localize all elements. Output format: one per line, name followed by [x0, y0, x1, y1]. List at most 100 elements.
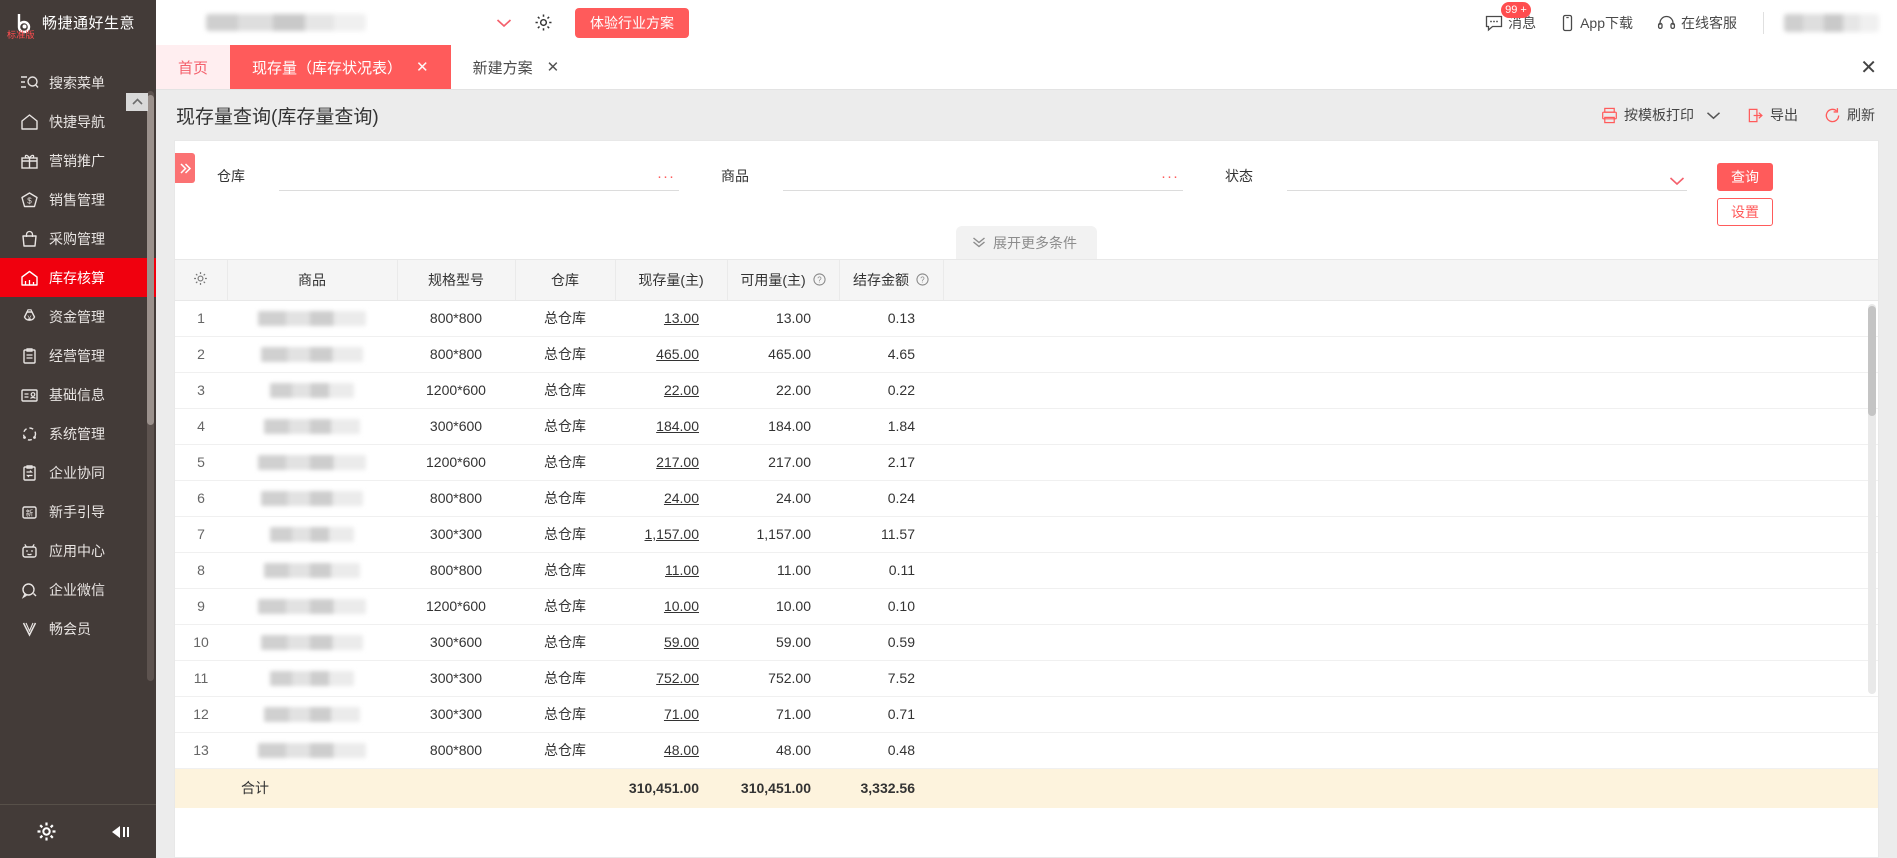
gear-icon[interactable] — [534, 13, 553, 32]
sidebar-scrollbar-thumb[interactable] — [147, 95, 154, 425]
table-row[interactable]: 7 300*300 总仓库 1,157.00 1,157.00 11.57 — [175, 516, 1878, 553]
stock-qty-link[interactable]: 465.00 — [656, 346, 699, 362]
sidebar-item-vip-member[interactable]: 畅会员 — [0, 609, 156, 648]
stock-qty-link[interactable]: 22.00 — [663, 382, 699, 398]
row-stock-qty[interactable]: 24.00 — [615, 480, 727, 517]
user-account-redacted[interactable] — [1784, 13, 1879, 32]
column-header-warehouse[interactable]: 仓库 — [515, 260, 616, 301]
org-selector[interactable] — [156, 14, 512, 31]
column-header-spec[interactable]: 规格型号 — [397, 260, 516, 301]
sidebar-item-operations[interactable]: 经营管理 — [0, 336, 156, 375]
warehouse-lookup-button[interactable]: ··· — [657, 168, 675, 185]
sidebar-item-sales[interactable]: $ 销售管理 — [0, 180, 156, 219]
gear-icon[interactable] — [36, 821, 57, 842]
stock-qty-link[interactable]: 24.00 — [663, 490, 699, 506]
row-stock-qty[interactable]: 752.00 — [615, 660, 727, 697]
filter-setting-button[interactable]: 设置 — [1717, 198, 1773, 226]
stock-qty-link[interactable]: 217.00 — [656, 454, 699, 470]
help-icon[interactable]: ? — [813, 273, 826, 289]
column-header-stock-qty[interactable]: 现存量(主) — [615, 260, 728, 301]
table-row[interactable]: 12 300*300 总仓库 71.00 71.00 0.71 — [175, 696, 1878, 733]
status-select[interactable] — [1287, 163, 1687, 191]
close-icon[interactable]: ✕ — [416, 59, 429, 76]
sidebar-item-wecom[interactable]: 企业微信 — [0, 570, 156, 609]
tab-home[interactable]: 首页 — [156, 45, 231, 89]
stock-qty-link[interactable]: 11.00 — [665, 562, 699, 578]
table-row[interactable]: 6 800*800 总仓库 24.00 24.00 0.24 — [175, 480, 1878, 517]
app-download-link[interactable]: App下载 — [1560, 13, 1633, 33]
column-header-available-qty[interactable]: 可用量(主) ? — [727, 260, 840, 301]
refresh-button[interactable]: 刷新 — [1824, 105, 1875, 125]
row-index: 11 — [175, 660, 227, 697]
expand-more-conditions-button[interactable]: 展开更多条件 — [956, 226, 1097, 259]
sidebar-scroll-up[interactable] — [126, 93, 148, 111]
column-header-product[interactable]: 商品 — [227, 260, 398, 301]
row-stock-qty[interactable]: 11.00 — [615, 552, 727, 589]
row-stock-qty[interactable]: 465.00 — [615, 336, 727, 373]
sidebar-item-inventory[interactable]: 库存核算 — [0, 258, 156, 297]
chevron-down-icon[interactable] — [1706, 111, 1721, 120]
product-lookup-button[interactable]: ··· — [1161, 168, 1179, 185]
sidebar-item-collaboration[interactable]: 企业协同 — [0, 453, 156, 492]
stock-qty-link[interactable]: 752.00 — [656, 670, 699, 686]
sidebar-item-purchase[interactable]: 采购管理 — [0, 219, 156, 258]
stock-qty-link[interactable]: 10.00 — [663, 598, 699, 614]
row-stock-qty[interactable]: 22.00 — [615, 372, 727, 409]
row-stock-qty[interactable]: 217.00 — [615, 444, 727, 481]
sidebar-item-newbie-guide[interactable]: 新 新手引导 — [0, 492, 156, 531]
sidebar-item-funds[interactable]: ¥ 资金管理 — [0, 297, 156, 336]
table-row[interactable]: 3 1200*600 总仓库 22.00 22.00 0.22 — [175, 372, 1878, 409]
column-header-balance-amount[interactable]: 结存金额 ? — [839, 260, 944, 301]
table-scrollbar-thumb[interactable] — [1868, 306, 1876, 416]
table-row[interactable]: 9 1200*600 总仓库 10.00 10.00 0.10 — [175, 588, 1878, 625]
experience-plan-button[interactable]: 体验行业方案 — [575, 7, 689, 38]
export-button[interactable]: 导出 — [1747, 105, 1798, 125]
collapse-icon[interactable] — [110, 824, 134, 840]
sidebar-item-app-center[interactable]: 应用中心 — [0, 531, 156, 570]
query-button[interactable]: 查询 — [1717, 163, 1773, 191]
tab-new-plan[interactable]: 新建方案 ✕ — [451, 45, 582, 89]
row-stock-qty[interactable]: 10.00 — [615, 588, 727, 625]
table-row[interactable]: 2 800*800 总仓库 465.00 465.00 4.65 — [175, 336, 1878, 373]
stock-qty-link[interactable]: 184.00 — [656, 418, 699, 434]
sidebar-item-search-menu[interactable]: 搜索菜单 — [0, 63, 156, 102]
sidebar-item-marketing[interactable]: 营销推广 — [0, 141, 156, 180]
table-row[interactable]: 8 800*800 总仓库 11.00 11.00 0.11 — [175, 552, 1878, 589]
table-row[interactable]: 4 300*600 总仓库 184.00 184.00 1.84 — [175, 408, 1878, 445]
row-product-name — [227, 408, 397, 445]
table-scrollbar-track[interactable] — [1868, 304, 1876, 694]
messages-link[interactable]: 消息 99 + — [1485, 1, 1536, 33]
table-row[interactable]: 10 300*600 总仓库 59.00 59.00 0.59 — [175, 624, 1878, 661]
stock-qty-link[interactable]: 13.00 — [663, 310, 699, 326]
table-row[interactable]: 5 1200*600 总仓库 217.00 217.00 2.17 — [175, 444, 1878, 481]
row-stock-qty[interactable]: 59.00 — [615, 624, 727, 661]
double-chevron-right-icon[interactable] — [175, 153, 195, 183]
warehouse-input[interactable] — [279, 163, 679, 191]
stock-qty-link[interactable]: 59.00 — [663, 634, 699, 650]
sidebar-item-quick-nav[interactable]: 快捷导航 — [0, 102, 156, 141]
table-row[interactable]: 1 800*800 总仓库 13.00 13.00 0.13 — [175, 300, 1878, 337]
sidebar-item-basic-info[interactable]: 基础信息 — [0, 375, 156, 414]
row-stock-qty[interactable]: 71.00 — [615, 696, 727, 733]
table-row[interactable]: 11 300*300 总仓库 752.00 752.00 7.52 — [175, 660, 1878, 697]
column-settings-icon[interactable] — [175, 260, 228, 301]
online-service-link[interactable]: 在线客服 — [1657, 13, 1737, 33]
print-template-button[interactable]: 按模板打印 — [1601, 105, 1694, 125]
close-all-tabs-icon[interactable]: ✕ — [1860, 56, 1877, 79]
row-stock-qty[interactable]: 1,157.00 — [615, 516, 727, 553]
help-icon[interactable]: ? — [916, 273, 929, 289]
stock-qty-link[interactable]: 1,157.00 — [644, 526, 700, 542]
row-stock-qty[interactable]: 184.00 — [615, 408, 727, 445]
stock-qty-link[interactable]: 48.00 — [663, 742, 699, 758]
chevron-down-icon[interactable] — [1669, 176, 1685, 186]
table-row[interactable]: 13 800*800 总仓库 48.00 48.00 0.48 — [175, 732, 1878, 769]
close-icon[interactable]: ✕ — [546, 59, 560, 76]
chevron-down-icon[interactable] — [496, 18, 512, 28]
sidebar-item-system[interactable]: 系统管理 — [0, 414, 156, 453]
tab-inventory-status[interactable]: 现存量（库存状况表） ✕ — [230, 45, 451, 89]
row-stock-qty[interactable]: 48.00 — [615, 732, 727, 769]
product-input[interactable] — [783, 163, 1183, 191]
stock-qty-link[interactable]: 71.00 — [663, 706, 699, 722]
brand-logo[interactable]: 畅捷通好生意 标准版 — [0, 0, 156, 45]
row-stock-qty[interactable]: 13.00 — [615, 300, 727, 337]
